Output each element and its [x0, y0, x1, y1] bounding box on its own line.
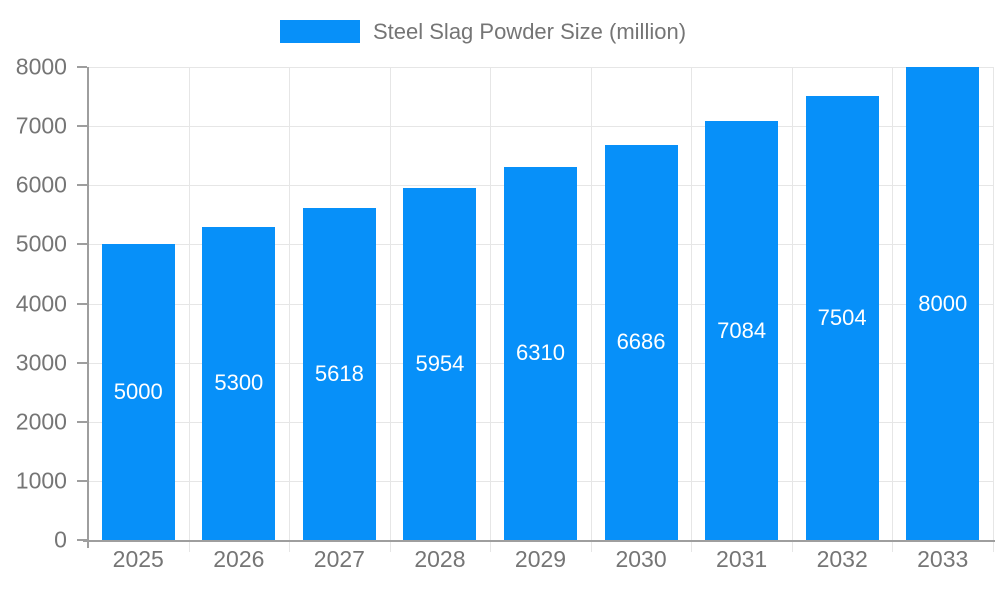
- gridline-vertical: [189, 67, 190, 540]
- gridline-horizontal: [88, 67, 993, 68]
- gridline-vertical: [691, 67, 692, 540]
- x-axis-tick: [691, 540, 692, 552]
- x-tick-label: 2029: [514, 546, 567, 572]
- y-tick-label: 4000: [15, 290, 67, 316]
- gridline-vertical: [490, 67, 491, 540]
- y-tick-label: 1000: [15, 467, 67, 494]
- y-axis-tick: [77, 125, 87, 128]
- bar: 8000: [906, 67, 980, 540]
- bar-value-label: 8000: [918, 290, 968, 316]
- y-axis-tick: [77, 66, 87, 68]
- y-tick-label: 2000: [15, 408, 67, 435]
- y-axis-tick: [77, 302, 87, 305]
- bar: 5954: [403, 187, 477, 540]
- bar-value-label: 7504: [817, 305, 867, 331]
- x-axis-tick: [189, 540, 190, 552]
- bar: 6686: [604, 144, 678, 540]
- x-tick-label: 2032: [816, 546, 868, 572]
- y-axis-tick: [77, 479, 87, 482]
- x-axis-tick: [792, 540, 793, 552]
- bar: 7084: [705, 121, 779, 540]
- y-tick-label: 0: [54, 526, 67, 553]
- bar: 5618: [302, 207, 376, 540]
- y-axis-tick: [77, 184, 87, 187]
- y-axis-tick: [77, 420, 87, 423]
- y-tick-label: 5000: [15, 230, 67, 257]
- x-axis-tick: [490, 540, 491, 552]
- bar-value-label: 5954: [415, 350, 465, 376]
- bar: 5300: [202, 226, 276, 540]
- gridline-horizontal: [88, 126, 993, 128]
- gridline-vertical: [792, 67, 793, 540]
- x-tick-label: 2030: [615, 546, 667, 572]
- bar-value-label: 5618: [314, 360, 364, 386]
- gridline-vertical: [993, 67, 994, 540]
- bar-value-label: 5000: [113, 379, 163, 405]
- legend-label: Steel Slag Powder Size (million): [373, 18, 687, 44]
- plot-area: 5000 5300 5618 5954 6310 6686 7084 7504 8000 0 10…: [16, 54, 995, 572]
- y-tick-label: 3000: [15, 349, 67, 376]
- x-axis-tick: [390, 540, 391, 552]
- x-tick-label: 2026: [213, 546, 265, 572]
- bar: 7504: [805, 96, 879, 540]
- bar-value-label: 7084: [717, 317, 767, 343]
- x-axis-tick: [892, 540, 893, 552]
- bar-value-label: 5300: [214, 370, 264, 396]
- bar: 6310: [504, 166, 577, 540]
- x-axis-tick: [289, 540, 290, 552]
- x-tick-label: 2033: [917, 546, 969, 572]
- legend-swatch: [280, 20, 360, 43]
- y-tick-label: 6000: [15, 171, 67, 198]
- gridline-vertical: [390, 67, 391, 540]
- bar-value-label: 6686: [616, 329, 666, 355]
- gridline-vertical: [289, 67, 290, 540]
- x-axis-tick: [993, 540, 994, 552]
- y-tick-label: 7000: [15, 112, 67, 139]
- y-tick-label: 8000: [15, 53, 67, 80]
- y-axis-tick: [77, 243, 87, 246]
- legend: Steel Slag Powder Size (million): [280, 18, 687, 44]
- bar-value-label: 6310: [516, 340, 565, 366]
- x-tick-label: 2025: [112, 546, 164, 572]
- gridline-vertical: [892, 67, 893, 540]
- x-axis-line: [83, 540, 995, 542]
- x-tick-label: 2027: [313, 546, 365, 572]
- x-tick-label: 2028: [414, 546, 466, 572]
- y-axis-line: [87, 67, 89, 548]
- x-axis-tick: [591, 540, 592, 552]
- x-tick-label: 2031: [716, 546, 768, 572]
- gridline-vertical: [591, 67, 592, 540]
- y-axis-tick: [77, 361, 87, 364]
- y-axis-tick: [77, 539, 87, 541]
- bar: 5000: [101, 244, 175, 540]
